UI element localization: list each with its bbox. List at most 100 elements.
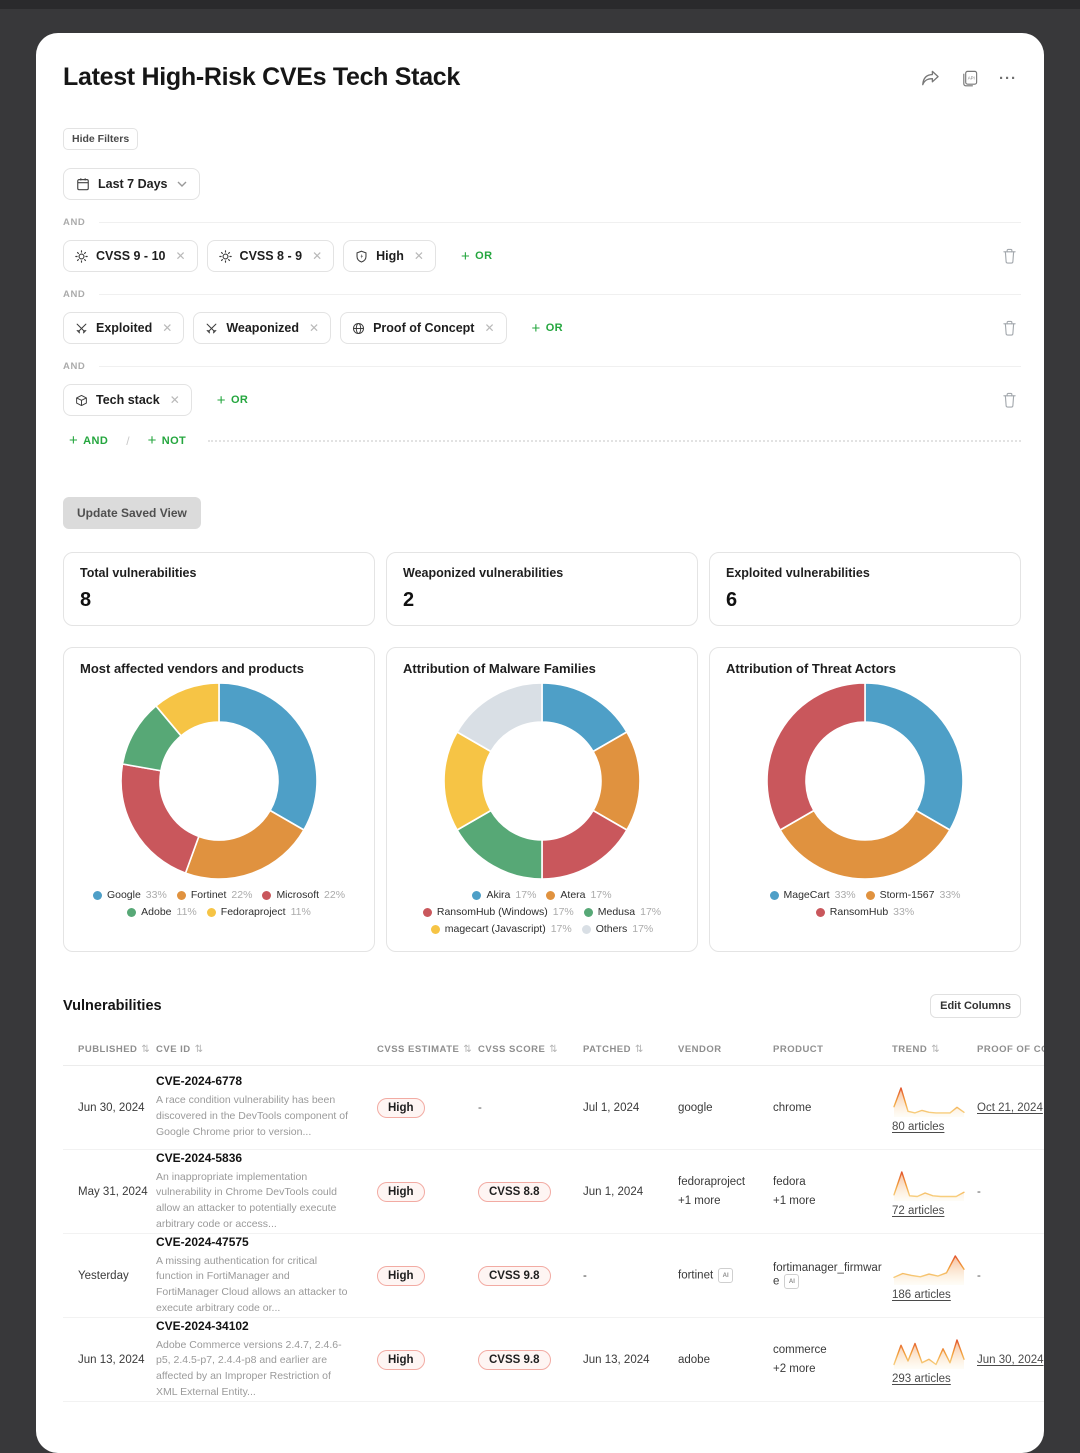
- share-button[interactable]: [917, 68, 944, 89]
- patched-cell: Jun 13, 2024: [583, 1353, 650, 1366]
- legend-dot: [865, 891, 875, 900]
- legend-percent: 17%: [550, 923, 572, 935]
- remove-filter-icon[interactable]: ✕: [312, 249, 323, 263]
- donut-slice-microsoft: [120, 763, 200, 874]
- remove-filter-icon[interactable]: ✕: [309, 321, 320, 335]
- delete-group-button[interactable]: [1000, 390, 1019, 411]
- add-and-button[interactable]: + AND: [63, 432, 114, 449]
- vendor-cell: fedoraproject +1 more: [678, 1176, 773, 1207]
- legend-dot: [422, 908, 432, 917]
- legend-label: Google: [106, 889, 141, 901]
- filter-chip[interactable]: Exploited ✕: [63, 312, 185, 344]
- delete-group-button[interactable]: [1000, 246, 1019, 267]
- filter-chip[interactable]: CVSS 9 - 10 ✕: [63, 240, 198, 272]
- vulnerabilities-header: Vulnerabilities Edit Columns: [63, 994, 1021, 1018]
- column-header-trend[interactable]: Trend ⇅: [892, 1044, 977, 1055]
- filter-chip[interactable]: CVSS 8 - 9 ✕: [206, 240, 335, 272]
- filter-chip[interactable]: Proof of Concept ✕: [340, 312, 507, 344]
- severity-pill: High: [377, 1181, 425, 1202]
- globe-icon: [352, 322, 365, 335]
- column-header-patched[interactable]: Patched ⇅: [583, 1044, 678, 1055]
- cvss-score-empty: -: [478, 1101, 482, 1114]
- stat-value: 8: [80, 589, 92, 611]
- column-header-cve-id[interactable]: CVE ID ⇅: [156, 1044, 377, 1055]
- charts-row: Most affected vendors and products Google…: [63, 647, 1021, 952]
- stats-row: Total vulnerabilities 8 Weaponized vulnera…: [63, 552, 1021, 626]
- trend-sparkline: [893, 1254, 965, 1285]
- trend-cell: 72 articles: [892, 1167, 977, 1217]
- vulnerabilities-table: Published ⇅ CVE ID ⇅ CVSS Estimate ⇅ CVSS Scor…: [63, 1038, 1044, 1402]
- stat-card: Exploited vulnerabilities 6: [709, 552, 1021, 626]
- column-header-cvss-score[interactable]: CVSS Score ⇅: [478, 1044, 583, 1055]
- update-saved-view-button[interactable]: Update Saved View: [63, 497, 201, 529]
- legend-percent: 17%: [590, 889, 612, 901]
- articles-link[interactable]: 186 articles: [892, 1288, 951, 1301]
- edit-columns-button[interactable]: Edit Columns: [930, 994, 1021, 1018]
- legend-percent: 17%: [640, 906, 662, 918]
- donut-slice-others: [456, 682, 543, 753]
- poc-link[interactable]: Oct 21, 2024: [977, 1101, 1043, 1114]
- svg-text:API: API: [968, 76, 975, 81]
- plus-icon: +: [69, 432, 79, 449]
- table-row[interactable]: Jun 13, 2024 CVE-2024-34102 Adobe Commerce…: [63, 1318, 1044, 1402]
- package-icon: [75, 394, 88, 407]
- and-separator-label: AND: [63, 289, 86, 300]
- legend-item: Storm-1567 33%: [865, 888, 961, 903]
- legend-dot: [430, 925, 440, 934]
- remove-filter-icon[interactable]: ✕: [175, 249, 186, 263]
- filter-chip[interactable]: Tech stack ✕: [63, 384, 192, 416]
- legend-label: Others: [595, 923, 628, 935]
- filter-chip[interactable]: Weaponized ✕: [193, 312, 332, 344]
- ai-badge: AI: [718, 1268, 734, 1283]
- column-header-proof-of-concept[interactable]: Proof of Concept⇅: [977, 1044, 1044, 1055]
- articles-link[interactable]: 293 articles: [892, 1372, 951, 1385]
- articles-link[interactable]: 80 articles: [892, 1120, 945, 1133]
- sort-icon: ⇅: [549, 1044, 559, 1055]
- column-header-published[interactable]: Published ⇅: [63, 1044, 156, 1055]
- add-not-button[interactable]: + NOT: [142, 432, 193, 449]
- remove-filter-icon[interactable]: ✕: [162, 321, 173, 335]
- legend-label: Storm-1567: [879, 889, 935, 901]
- column-header-cvss-estimate[interactable]: CVSS Estimate ⇅: [377, 1044, 478, 1055]
- header-actions: API ···: [917, 67, 1021, 90]
- legend-item: Atera 17%: [546, 888, 612, 903]
- api-access-button[interactable]: API: [956, 67, 983, 90]
- vendor-name: fedoraproject: [678, 1176, 746, 1188]
- legend-label: Fortinet: [190, 889, 227, 901]
- legend-percent: 22%: [324, 889, 346, 901]
- add-or-button[interactable]: + OR: [526, 320, 569, 337]
- filter-group: CVSS 9 - 10 ✕ CVSS 8 - 9 ✕ High ✕ + OR: [63, 240, 1021, 272]
- add-not-label: NOT: [161, 434, 187, 447]
- filter-chip[interactable]: High ✕: [343, 240, 436, 272]
- column-header-label: Vendor: [678, 1044, 722, 1055]
- vulnerabilities-title: Vulnerabilities: [63, 998, 162, 1014]
- filter-chip-label: Tech stack: [96, 393, 160, 407]
- or-label: OR: [230, 394, 249, 406]
- date-range-select[interactable]: Last 7 Days: [63, 168, 201, 200]
- articles-link[interactable]: 72 articles: [892, 1204, 945, 1217]
- more-menu-button[interactable]: ···: [995, 68, 1021, 89]
- hide-filters-button[interactable]: Hide Filters: [63, 128, 139, 150]
- table-row[interactable]: May 31, 2024 CVE-2024-5836 An inappropriat…: [63, 1150, 1044, 1234]
- poc-cell: Oct 21, 2024: [977, 1102, 1044, 1114]
- cve-cell: CVE-2024-6778 A race condition vulnerabil…: [156, 1074, 377, 1140]
- remove-filter-icon[interactable]: ✕: [413, 249, 424, 263]
- table-row[interactable]: Yesterday CVE-2024-47575 A missing authent…: [63, 1234, 1044, 1318]
- share-icon: [922, 70, 939, 86]
- add-or-button[interactable]: + OR: [455, 248, 498, 265]
- table-row[interactable]: Jun 30, 2024 CVE-2024-6778 A race conditio…: [63, 1066, 1044, 1150]
- remove-filter-icon[interactable]: ✕: [169, 393, 180, 407]
- legend-dot: [472, 891, 482, 900]
- legend-dot: [176, 891, 186, 900]
- separator-line: [99, 294, 1021, 295]
- poc-link[interactable]: Jun 30, 2024: [977, 1353, 1044, 1366]
- published-cell: Yesterday: [78, 1269, 129, 1282]
- remove-filter-icon[interactable]: ✕: [484, 321, 495, 335]
- legend-percent: 11%: [290, 906, 311, 918]
- cvss-score-pill: CVSS 9.8: [478, 1265, 551, 1286]
- page-header: Latest High-Risk CVEs Tech Stack API ···: [63, 57, 1021, 92]
- delete-group-button[interactable]: [1000, 318, 1019, 339]
- add-or-button[interactable]: + OR: [211, 392, 254, 409]
- legend-dot: [262, 891, 272, 900]
- legend-percent: 22%: [231, 889, 253, 901]
